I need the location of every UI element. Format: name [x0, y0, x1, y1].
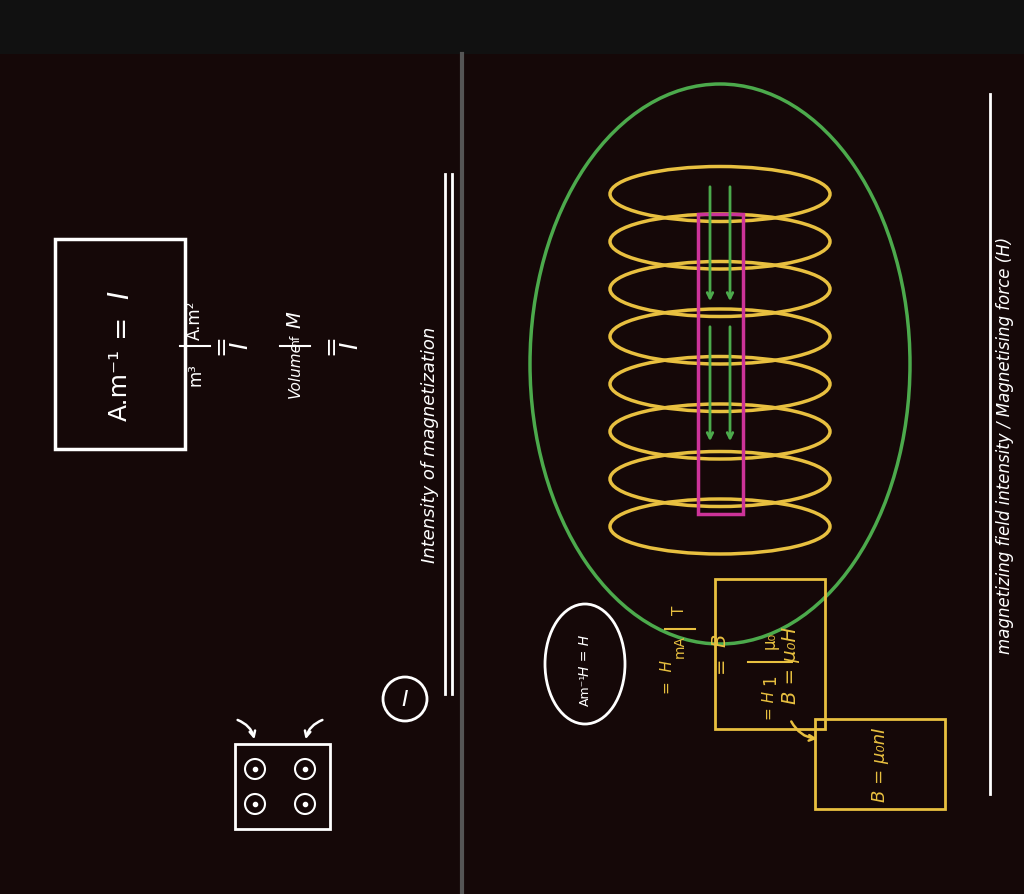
Text: =: =: [106, 313, 134, 336]
Text: I: I: [338, 341, 362, 349]
Text: =  H: = H: [660, 659, 676, 693]
Text: B = μ₀H: B = μ₀H: [780, 626, 800, 703]
Text: I: I: [106, 291, 134, 299]
Bar: [0, 0, 1024, 55]
Text: magnetizing field intensity / Magnetising force (H): magnetizing field intensity / Magnetisin…: [996, 236, 1014, 653]
Text: mA: mA: [673, 635, 687, 658]
Text: Intensity of magnetization: Intensity of magnetization: [421, 326, 439, 562]
Text: B: B: [711, 633, 729, 646]
Text: m³: m³: [186, 363, 204, 386]
Text: T: T: [673, 604, 687, 614]
Text: 1: 1: [761, 674, 779, 685]
Text: =: =: [318, 334, 342, 355]
Text: Am⁻¹: Am⁻¹: [579, 673, 592, 705]
Text: = H: = H: [763, 689, 777, 719]
Text: Volume: Volume: [288, 342, 302, 398]
Text: I: I: [228, 341, 252, 349]
Text: =: =: [208, 334, 232, 355]
Text: A.m⁻¹: A.m⁻¹: [108, 349, 132, 420]
Bar: [234, 744, 330, 829]
Text: H = H: H = H: [578, 634, 592, 675]
Text: A.m²: A.m²: [186, 300, 204, 340]
Text: =: =: [711, 656, 729, 672]
Text: nf: nf: [289, 333, 301, 346]
Text: M: M: [286, 311, 304, 328]
Text: B = μ₀nI: B = μ₀nI: [871, 727, 889, 801]
Bar: [698, 215, 743, 514]
Text: I: I: [401, 689, 409, 709]
Text: μ₀: μ₀: [761, 630, 779, 648]
